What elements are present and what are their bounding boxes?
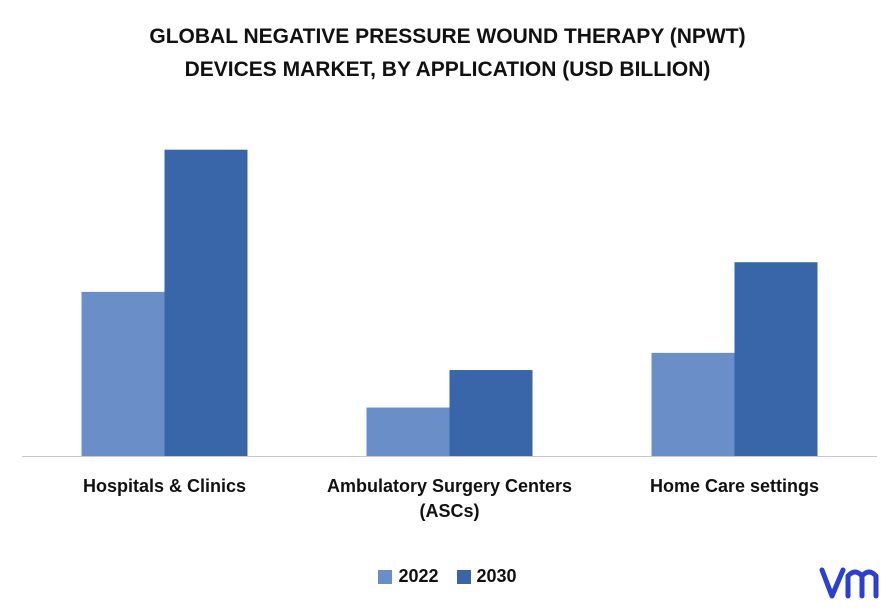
chart-title-line-2: DEVICES MARKET, BY APPLICATION (USD BILL… xyxy=(184,58,711,81)
legend-label-2022: 2022 xyxy=(398,566,439,586)
bar-2030-cat-2[interactable] xyxy=(734,262,818,456)
legend-item-2022[interactable]: 2022 xyxy=(378,566,439,587)
bar-group xyxy=(81,149,818,456)
x-tick-label-1-line-1: (ASCs) xyxy=(419,501,480,521)
chart-title: GLOBAL NEGATIVE PRESSURE WOUND THERAPY (… xyxy=(0,20,895,86)
x-tick-label-1: Ambulatory Surgery Centers (ASCs) xyxy=(300,474,600,524)
vmr-logo xyxy=(819,567,879,599)
legend-swatch-2022 xyxy=(378,569,393,584)
legend: 2022 2030 xyxy=(0,566,895,587)
bar-2022-cat-2[interactable] xyxy=(651,352,735,456)
legend-label-2030: 2030 xyxy=(476,566,517,586)
x-tick-label-1-line-0: Ambulatory Surgery Centers xyxy=(326,476,573,496)
bar-2022-cat-1[interactable] xyxy=(366,407,450,456)
chart-title-line-1: GLOBAL NEGATIVE PRESSURE WOUND THERAPY (… xyxy=(149,25,746,48)
x-tick-label-0: Hospitals & Clinics xyxy=(15,474,315,499)
vmr-logo-mark xyxy=(819,567,879,599)
bar-2030-cat-1[interactable] xyxy=(449,370,533,456)
x-tick-label-0-line-0: Hospitals & Clinics xyxy=(82,476,247,496)
x-tick-label-2-line-0: Home Care settings xyxy=(649,476,820,496)
legend-item-2030[interactable]: 2030 xyxy=(456,566,517,587)
bar-2022-cat-0[interactable] xyxy=(81,291,165,456)
x-tick-label-2: Home Care settings xyxy=(585,474,885,499)
legend-swatch-2030 xyxy=(456,569,471,584)
bar-2030-cat-0[interactable] xyxy=(164,149,248,456)
